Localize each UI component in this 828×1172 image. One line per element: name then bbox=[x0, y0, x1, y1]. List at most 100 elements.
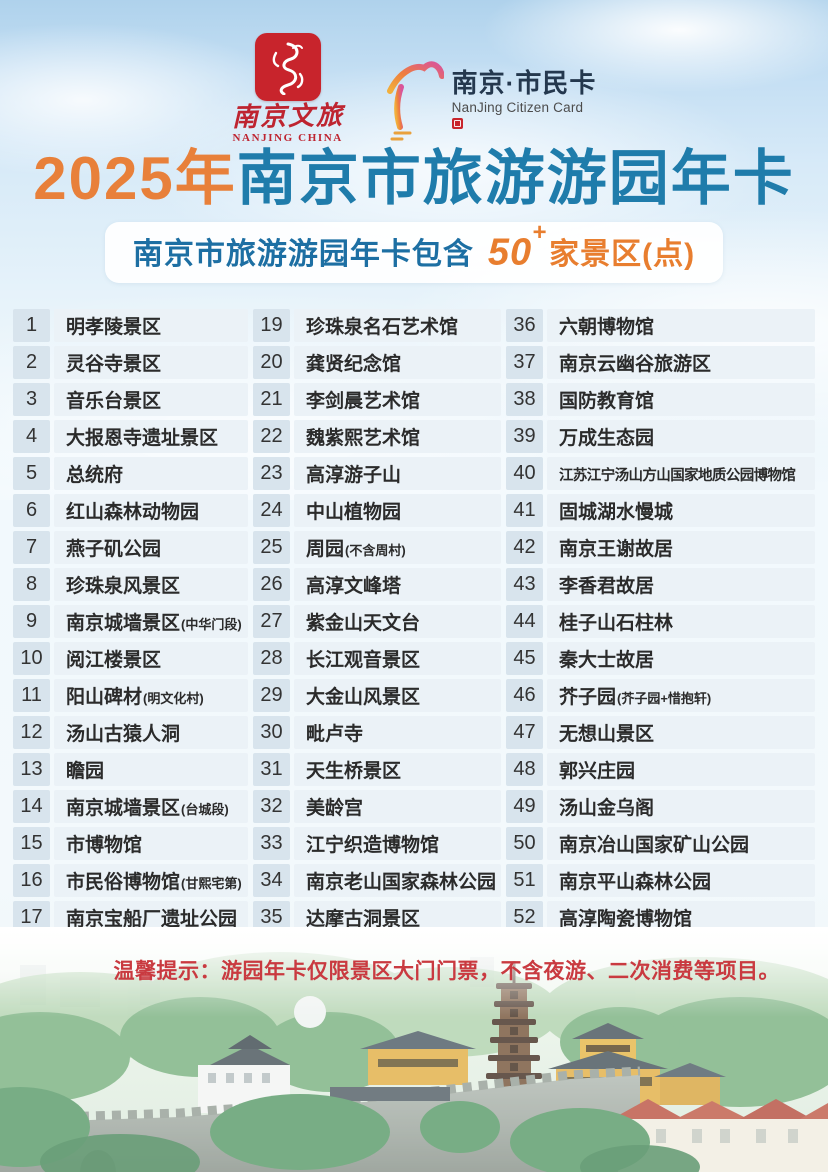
item-name: 明孝陵景区 bbox=[66, 317, 162, 339]
item-name-cell: 瞻园 bbox=[54, 753, 248, 787]
item-number: 8 bbox=[13, 568, 50, 602]
item-name-cell: 毗卢寺 bbox=[294, 716, 501, 750]
item-number: 48 bbox=[506, 753, 543, 787]
list-item: 44 桂子山石柱林 bbox=[506, 605, 815, 639]
item-number: 5 bbox=[13, 457, 50, 491]
item-number: 27 bbox=[253, 605, 290, 639]
item-name: 红山森林动物园 bbox=[66, 502, 200, 524]
list-item: 16 市民俗博物馆 (甘熙宅第) bbox=[13, 864, 248, 898]
item-name: 大金山风景区 bbox=[306, 687, 421, 709]
item-number: 20 bbox=[253, 346, 290, 380]
list-column-2: 19 珍珠泉名石艺术馆 20 龚贤纪念馆 21 李剑晨艺术馆 22 魏紫熙艺术馆… bbox=[253, 309, 501, 975]
list-item: 25 周园 (不含周村) bbox=[253, 531, 501, 565]
item-number: 30 bbox=[253, 716, 290, 750]
item-name: 珍珠泉名石艺术馆 bbox=[306, 317, 459, 339]
item-name: 芥子园 bbox=[559, 687, 617, 709]
item-name-cell: 南京老山国家森林公园 bbox=[294, 864, 501, 898]
item-name: 南京平山森林公园 bbox=[559, 872, 712, 894]
item-name: 燕子矶公园 bbox=[66, 539, 162, 561]
item-name: 桂子山石柱林 bbox=[559, 613, 674, 635]
item-name-cell: 长江观音景区 bbox=[294, 642, 501, 676]
list-item: 13 瞻园 bbox=[13, 753, 248, 787]
culture-logo-calligraphy: 南京文旅 bbox=[231, 101, 344, 133]
plus-sign: + bbox=[532, 218, 548, 246]
list-item: 39 万成生态园 bbox=[506, 420, 815, 454]
item-name-cell: 南京平山森林公园 bbox=[547, 864, 815, 898]
item-name: 达摩古洞景区 bbox=[306, 909, 421, 931]
item-note: (台城段) bbox=[181, 802, 229, 818]
item-name-cell: 固城湖水慢城 bbox=[547, 494, 815, 528]
item-name: 总统府 bbox=[66, 465, 124, 487]
item-number: 21 bbox=[253, 383, 290, 417]
list-item: 28 长江观音景区 bbox=[253, 642, 501, 676]
item-name-cell: 高淳游子山 bbox=[294, 457, 501, 491]
item-number: 24 bbox=[253, 494, 290, 528]
list-item: 6 红山森林动物园 bbox=[13, 494, 248, 528]
list-item: 33 江宁织造博物馆 bbox=[253, 827, 501, 861]
item-name-cell: 南京云幽谷旅游区 bbox=[547, 346, 815, 380]
item-number: 6 bbox=[13, 494, 50, 528]
list-item: 49 汤山金乌阁 bbox=[506, 790, 815, 824]
list-item: 34 南京老山国家森林公园 bbox=[253, 864, 501, 898]
list-item: 12 汤山古猿人洞 bbox=[13, 716, 248, 750]
item-name: 长江观音景区 bbox=[306, 650, 421, 672]
title-year: 2025年 bbox=[33, 145, 237, 212]
page-title: 2025年南京市旅游游园年卡 bbox=[0, 145, 828, 212]
item-number: 36 bbox=[506, 309, 543, 343]
list-item: 15 市博物馆 bbox=[13, 827, 248, 861]
list-item: 20 龚贤纪念馆 bbox=[253, 346, 501, 380]
item-name: 瞻园 bbox=[66, 761, 105, 783]
item-name: 龚贤纪念馆 bbox=[306, 354, 402, 376]
item-name-cell: 郭兴庄园 bbox=[547, 753, 815, 787]
item-name-cell: 六朝博物馆 bbox=[547, 309, 815, 343]
dragon-seal-icon bbox=[254, 33, 321, 101]
item-number: 1 bbox=[13, 309, 50, 343]
item-name: 南京城墙景区 bbox=[66, 798, 181, 820]
item-name-cell: 明孝陵景区 bbox=[54, 309, 248, 343]
item-name-cell: 南京冶山国家矿山公园 bbox=[547, 827, 815, 861]
item-name-cell: 周园 (不含周村) bbox=[294, 531, 501, 565]
list-item: 47 无想山景区 bbox=[506, 716, 815, 750]
item-name: 汤山古猿人洞 bbox=[66, 724, 181, 746]
list-item: 23 高淳游子山 bbox=[253, 457, 501, 491]
item-name: 音乐台景区 bbox=[66, 391, 162, 413]
item-number: 34 bbox=[253, 864, 290, 898]
item-name: 李剑晨艺术馆 bbox=[306, 391, 421, 413]
item-name-cell: 阳山碑材 (明文化村) bbox=[54, 679, 248, 713]
item-number: 41 bbox=[506, 494, 543, 528]
item-name: 南京宝船厂遗址公园 bbox=[66, 909, 238, 931]
item-name-cell: 市博物馆 bbox=[54, 827, 248, 861]
citizen-card-title: 南京·市民卡 bbox=[451, 68, 597, 98]
list-item: 36 六朝博物馆 bbox=[506, 309, 815, 343]
item-number: 19 bbox=[253, 309, 290, 343]
list-item: 2 灵谷寺景区 bbox=[13, 346, 248, 380]
list-item: 51 南京平山森林公园 bbox=[506, 864, 815, 898]
subtitle-suffix: 家景区(点) bbox=[549, 238, 696, 272]
citizen-stamp-icon bbox=[451, 117, 463, 129]
item-note: (明文化村) bbox=[143, 691, 204, 707]
item-name: 江苏江宁汤山方山国家地质公园博物馆 bbox=[559, 468, 796, 485]
item-name: 高淳游子山 bbox=[306, 465, 402, 487]
item-name: 秦大士故居 bbox=[559, 650, 655, 672]
item-name: 固城湖水慢城 bbox=[559, 502, 674, 524]
item-name-cell: 万成生态园 bbox=[547, 420, 815, 454]
item-name: 珍珠泉风景区 bbox=[66, 576, 181, 598]
item-name-cell: 音乐台景区 bbox=[54, 383, 248, 417]
item-name-cell: 李剑晨艺术馆 bbox=[294, 383, 501, 417]
header: 南京文旅 NANJING CHINA 南京·市民卡 NanJing Citize… bbox=[0, 0, 828, 148]
item-name-cell: 魏紫熙艺术馆 bbox=[294, 420, 501, 454]
citizen-card-text: 南京·市民卡 NanJing Citizen Card bbox=[451, 68, 597, 129]
item-name-cell: 汤山古猿人洞 bbox=[54, 716, 248, 750]
list-item: 8 珍珠泉风景区 bbox=[13, 568, 248, 602]
list-item: 42 南京王谢故居 bbox=[506, 531, 815, 565]
item-number: 50 bbox=[506, 827, 543, 861]
item-name: 汤山金乌阁 bbox=[559, 798, 655, 820]
item-name: 国防教育馆 bbox=[559, 391, 655, 413]
item-number: 28 bbox=[253, 642, 290, 676]
item-note: (甘熙宅第) bbox=[181, 876, 242, 892]
list-item: 4 大报恩寺遗址景区 bbox=[13, 420, 248, 454]
culture-logo-caption: NANJING CHINA bbox=[232, 132, 343, 145]
item-name: 无想山景区 bbox=[559, 724, 655, 746]
citizen-gate-icon bbox=[386, 61, 444, 141]
list-item: 37 南京云幽谷旅游区 bbox=[506, 346, 815, 380]
